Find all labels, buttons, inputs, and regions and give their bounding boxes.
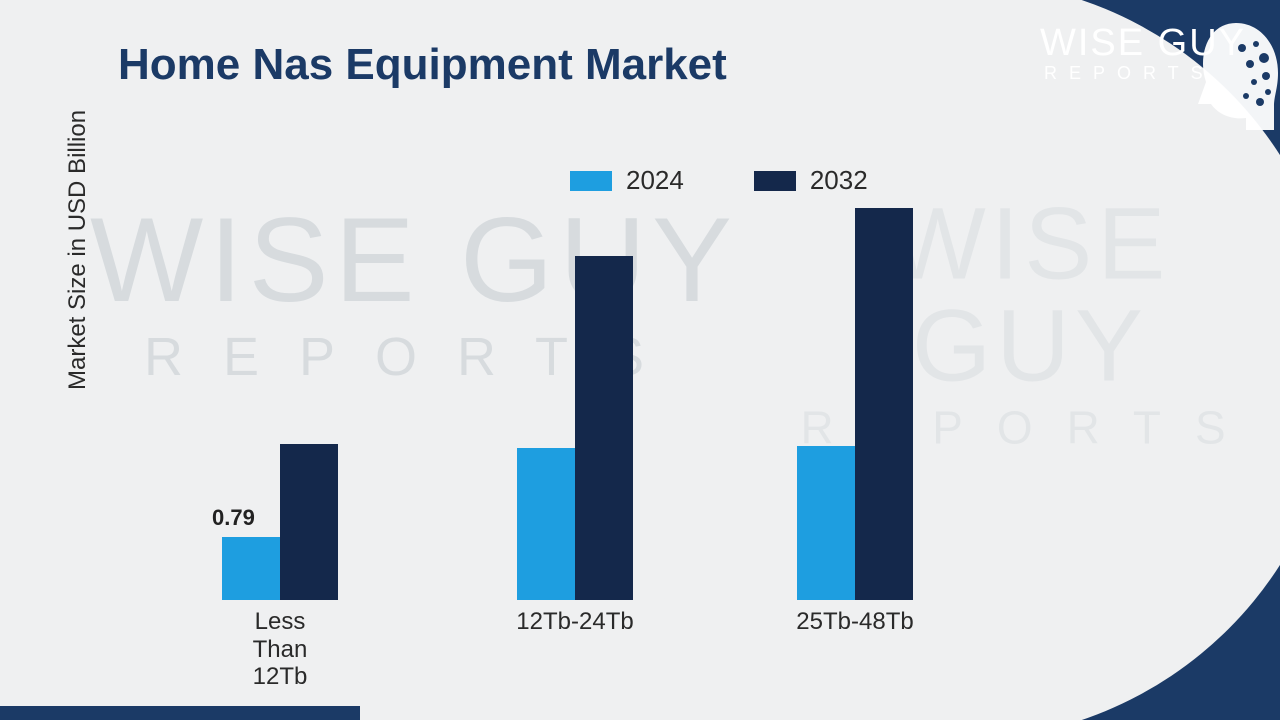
bar: [855, 208, 913, 600]
legend-swatch: [570, 171, 612, 191]
legend-item: 2032: [754, 165, 868, 196]
y-axis-label: Market Size in USD Billion: [64, 110, 92, 390]
bar-value-label: 0.79: [212, 505, 255, 531]
chart-container: WISE GUY REPORTS WISE GUY REPORTS WISE G…: [0, 0, 1280, 720]
bottom-accent-strip: [0, 706, 360, 720]
brand-logo: WISE GUY REPORTS: [1040, 24, 1246, 82]
bar: [575, 256, 633, 600]
brand-line1: WISE GUY: [1040, 24, 1246, 62]
x-tick-label: 12Tb-24Tb: [475, 608, 675, 636]
bar: [517, 448, 575, 600]
legend-label: 2024: [626, 165, 684, 196]
legend: 2024 2032: [570, 165, 868, 196]
plot-area: 0.79LessThan12Tb 12Tb-24Tb 25Tb-48Tb: [100, 200, 970, 600]
x-tick-label: LessThan12Tb: [180, 608, 380, 691]
legend-label: 2032: [810, 165, 868, 196]
legend-item: 2024: [570, 165, 684, 196]
bar: [222, 537, 280, 600]
legend-swatch: [754, 171, 796, 191]
bar-group: 0.79LessThan12Tb: [205, 200, 355, 600]
bar-group: 25Tb-48Tb: [780, 200, 930, 600]
bar: [797, 446, 855, 600]
brand-line2: REPORTS: [1040, 64, 1246, 82]
bar: [280, 444, 338, 600]
x-tick-label: 25Tb-48Tb: [755, 608, 955, 636]
chart-title: Home Nas Equipment Market: [118, 40, 727, 90]
bar-group: 12Tb-24Tb: [500, 200, 650, 600]
